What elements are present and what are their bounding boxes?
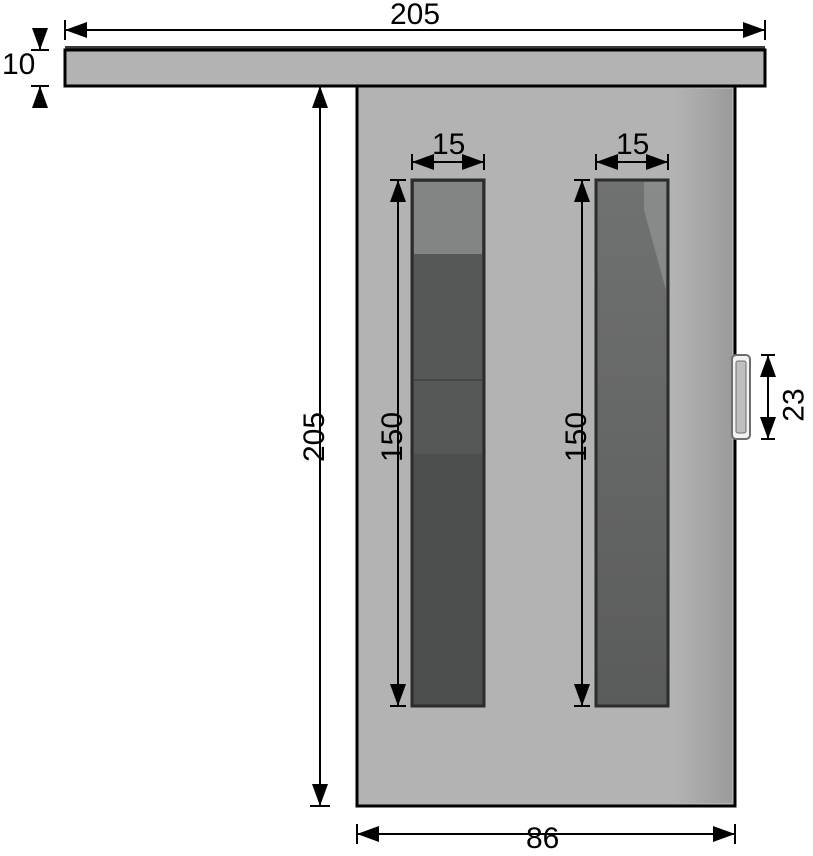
dim-glass-left-height: 150 [376,412,410,462]
dim-door-width: 86 [526,822,559,856]
glass-panel-left [412,180,484,706]
dim-rail-height: 10 [2,48,35,82]
dim-door-height: 205 [298,412,332,462]
dim-rail-width: 205 [390,0,440,32]
dim-glass-left-width: 15 [432,128,465,162]
top-rail [65,50,765,86]
glass-panel-right [596,180,668,706]
dim-glass-right-width: 15 [616,128,649,162]
dim-glass-right-height: 150 [560,412,594,462]
door-handle [732,355,750,439]
dim-handle-height: 23 [778,388,812,421]
